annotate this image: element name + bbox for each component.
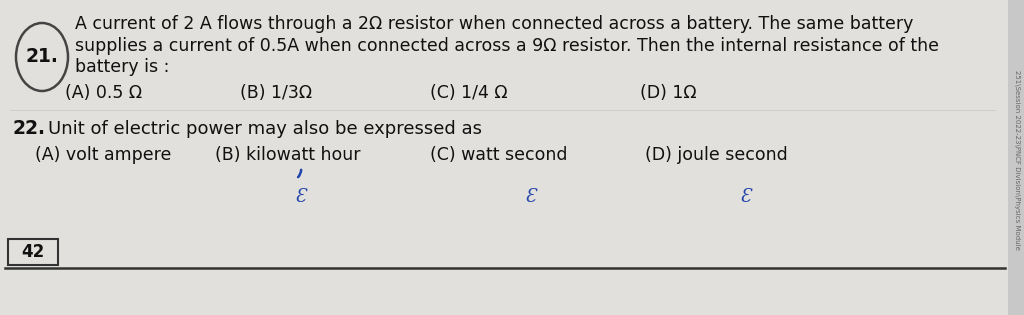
- Text: 22.: 22.: [12, 119, 45, 139]
- Text: (D) joule second: (D) joule second: [645, 146, 787, 164]
- Text: (B) kilowatt hour: (B) kilowatt hour: [215, 146, 360, 164]
- Text: (D) 1Ω: (D) 1Ω: [640, 84, 696, 102]
- Text: (A) 0.5 Ω: (A) 0.5 Ω: [65, 84, 142, 102]
- Text: (C) watt second: (C) watt second: [430, 146, 567, 164]
- Text: Ɛ: Ɛ: [739, 188, 751, 206]
- Text: 21.: 21.: [26, 48, 58, 66]
- Text: 42: 42: [22, 243, 45, 261]
- Text: Ɛ: Ɛ: [294, 188, 305, 206]
- FancyBboxPatch shape: [8, 239, 58, 265]
- Text: Unit of electric power may also be expressed as: Unit of electric power may also be expre…: [48, 120, 482, 138]
- Text: A current of 2 A flows through a 2Ω resistor when connected across a battery. Th: A current of 2 A flows through a 2Ω resi…: [75, 15, 913, 33]
- Text: Ɛ: Ɛ: [524, 188, 536, 206]
- Text: (C) 1/4 Ω: (C) 1/4 Ω: [430, 84, 508, 102]
- Text: battery is :: battery is :: [75, 58, 169, 76]
- Text: (B) 1/3Ω: (B) 1/3Ω: [240, 84, 312, 102]
- Text: (A) volt ampere: (A) volt ampere: [35, 146, 171, 164]
- Text: 251\Session 2022-23\PNCF Division\Physics Module: 251\Session 2022-23\PNCF Division\Physic…: [1014, 70, 1020, 250]
- Text: supplies a current of 0.5A when connected across a 9Ω resistor. Then the interna: supplies a current of 0.5A when connecte…: [75, 37, 939, 55]
